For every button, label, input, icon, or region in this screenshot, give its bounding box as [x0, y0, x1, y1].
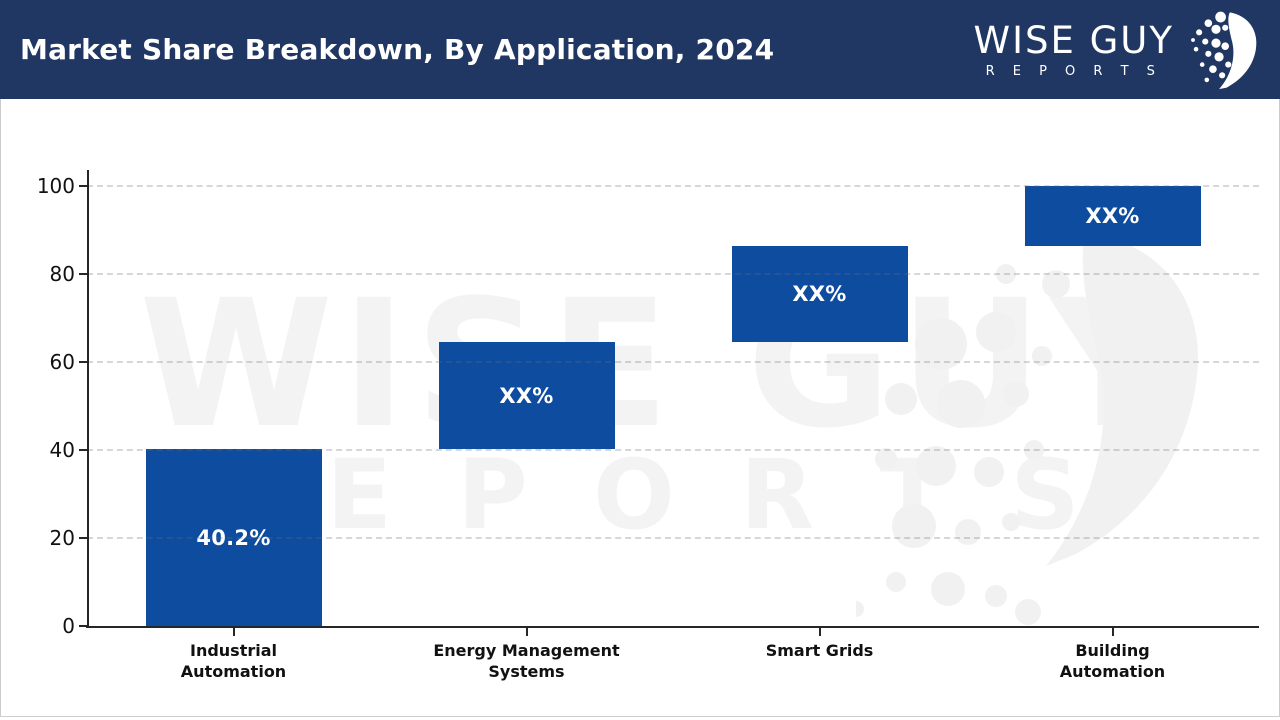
y-tick-mark: [79, 185, 87, 187]
bar-value-label: XX%: [792, 282, 847, 306]
bar-2: XX%: [438, 342, 615, 450]
y-tick-mark: [79, 449, 87, 451]
bar-1: 40.2%: [145, 449, 322, 626]
y-tick-mark: [79, 361, 87, 363]
x-category-label: Energy Management Systems: [377, 640, 677, 682]
x-category-label-line: Building: [1075, 641, 1150, 660]
gridline-100: [87, 185, 1259, 187]
gridline-80: [87, 273, 1259, 275]
x-category-label-line: Smart Grids: [765, 641, 874, 660]
y-axis-line: [87, 170, 89, 628]
x-tick-mark: [818, 628, 821, 636]
y-tick-mark: [79, 537, 87, 539]
y-tick-label: 80: [49, 262, 75, 286]
watermark-head-icon: [856, 232, 1199, 625]
x-tick-mark: [525, 628, 528, 636]
page-title: Market Share Breakdown, By Application, …: [20, 33, 775, 66]
logo-wordmark-line2: R E P O R T S: [985, 63, 1162, 79]
wiseguy-head-icon: [1191, 11, 1257, 89]
y-tick-label: 0: [62, 614, 75, 638]
x-category-label-line: Automation: [180, 662, 287, 681]
bar-value-label: 40.2%: [196, 525, 271, 550]
x-tick-mark: [232, 628, 235, 636]
x-category-label-line: Energy Management: [433, 641, 620, 660]
header: Market Share Breakdown, By Application, …: [0, 0, 1280, 99]
gridline-20: [87, 537, 1259, 539]
x-tick-mark: [1111, 628, 1114, 636]
x-category-label-line: Industrial: [189, 641, 277, 660]
logo-wordmark-line1: WISE GUY: [973, 18, 1174, 62]
y-tick-label: 20: [49, 526, 75, 550]
x-category-label-line: Systems: [488, 662, 565, 681]
wiseguy-logo: WISE GUY R E P O R T S: [974, 4, 1262, 96]
x-category-label-line: Automation: [1059, 662, 1166, 681]
y-tick-label: 100: [36, 174, 75, 198]
bar-value-label: XX%: [499, 383, 554, 408]
chart-panel: WISE GUY R E P O R T S 0 20 40 60 80 100 40.2%…: [0, 99, 1280, 717]
bar-3: XX%: [731, 245, 908, 343]
x-category-label: Smart Grids: [670, 640, 970, 661]
x-axis-line: [86, 626, 1259, 628]
y-tick-label: 60: [49, 350, 75, 374]
gridline-60: [87, 361, 1259, 363]
y-tick-mark: [79, 625, 87, 627]
logo-wordmark: WISE GUY R E P O R T S: [974, 22, 1174, 78]
watermark-wordmark: WISE GUY: [139, 262, 1186, 467]
gridline-40: [87, 449, 1259, 451]
bar-4: XX%: [1024, 186, 1201, 246]
waterfall-chart: 0 20 40 60 80 100 40.2% Industrial Automation XX%…: [1, 99, 1279, 716]
x-category-label: Industrial Automation: [84, 640, 384, 682]
y-tick-label: 40: [49, 438, 75, 462]
y-tick-mark: [79, 273, 87, 275]
x-category-label: Building Automation: [963, 640, 1263, 682]
bar-value-label: XX%: [1085, 203, 1140, 228]
